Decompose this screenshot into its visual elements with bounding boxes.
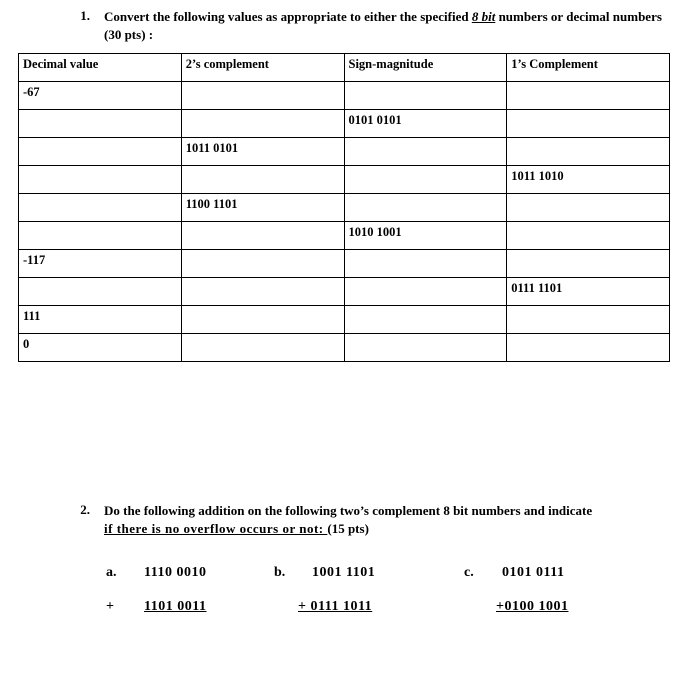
table-cell [181, 110, 344, 138]
page: 1. Convert the following values as appro… [0, 0, 686, 680]
table-cell [181, 250, 344, 278]
q2-text-line1: Do the following addition on the followi… [104, 503, 592, 518]
table-cell [19, 138, 182, 166]
table-header-row: Decimal value 2’s complement Sign-magnit… [19, 54, 670, 82]
q2-text-after: (15 pts) [327, 521, 369, 536]
table-cell: 0101 0101 [344, 110, 507, 138]
table-cell [507, 110, 670, 138]
table-cell: 111 [19, 306, 182, 334]
table-cell [181, 278, 344, 306]
table-cell [344, 250, 507, 278]
q1-text-underlined: 8 bit [472, 9, 495, 24]
plus-sign: + [106, 599, 130, 615]
addition-item-c-top: c. 0101 0111 [464, 565, 644, 581]
table-cell: -117 [19, 250, 182, 278]
table-cell [507, 306, 670, 334]
table-cell [181, 82, 344, 110]
table-cell [507, 138, 670, 166]
table-row: 0 [19, 334, 670, 362]
addition-label: a. [106, 565, 130, 581]
table-header: Sign-magnitude [344, 54, 507, 82]
table-row: 1011 1010 [19, 166, 670, 194]
addition-item-b-top: b. 1001 1101 [274, 565, 464, 581]
addition-label: c. [464, 565, 488, 581]
q1-number: 1. [18, 8, 104, 43]
table-cell [181, 166, 344, 194]
table-row: -67 [19, 82, 670, 110]
addition-value: + 0111 1011 [298, 599, 372, 615]
addition-bottom-val: 0100 1001 [504, 599, 568, 614]
table-row: 0101 0101 [19, 110, 670, 138]
table-row: 1010 1001 [19, 222, 670, 250]
table-cell: 1010 1001 [344, 222, 507, 250]
table-cell [507, 82, 670, 110]
table-cell: 1100 1101 [181, 194, 344, 222]
addition-value: +0100 1001 [496, 599, 568, 615]
addition-item-c-bottom: +0100 1001 [464, 599, 644, 615]
table-cell: 1011 1010 [507, 166, 670, 194]
table-header: 1’s Complement [507, 54, 670, 82]
table-cell [181, 306, 344, 334]
table-cell [507, 334, 670, 362]
table-row: -117 [19, 250, 670, 278]
q2-text: Do the following addition on the followi… [104, 502, 668, 537]
question-1: 1. Convert the following values as appro… [18, 8, 668, 43]
table-cell [181, 334, 344, 362]
table-cell [344, 278, 507, 306]
addition-bottom-val: 0111 1011 [310, 599, 372, 614]
table-cell [19, 166, 182, 194]
table-header: Decimal value [19, 54, 182, 82]
table-cell [344, 194, 507, 222]
table-cell [181, 222, 344, 250]
addition-top-row: a. 1110 0010 b. 1001 1101 c. 0101 0111 [18, 565, 668, 581]
table-cell [507, 194, 670, 222]
addition-item-a-top: a. 1110 0010 [106, 565, 274, 581]
addition-value: 1101 0011 [144, 599, 206, 615]
table-cell: 0111 1101 [507, 278, 670, 306]
q1-text: Convert the following values as appropri… [104, 8, 668, 43]
table-cell [507, 222, 670, 250]
addition-item-a-bottom: + 1101 0011 [106, 599, 274, 615]
plus-sign: + [298, 599, 310, 614]
question-2: 2. Do the following addition on the foll… [18, 502, 668, 537]
addition-item-b-bottom: + 0111 1011 [274, 599, 464, 615]
table-cell [19, 194, 182, 222]
table-cell: 1011 0101 [181, 138, 344, 166]
table-row: 1100 1101 [19, 194, 670, 222]
conversion-table: Decimal value 2’s complement Sign-magnit… [18, 53, 670, 362]
addition-bottom-row: + 1101 0011 + 0111 1011 +0100 1001 [18, 599, 668, 615]
q1-text-before: Convert the following values as appropri… [104, 9, 472, 24]
table-header: 2’s complement [181, 54, 344, 82]
table-cell [344, 138, 507, 166]
table-cell [344, 334, 507, 362]
table-row: 111 [19, 306, 670, 334]
q2-text-underlined: if there is no overflow occurs or not: [104, 521, 327, 536]
table-cell: -67 [19, 82, 182, 110]
table-cell [507, 250, 670, 278]
addition-value: 1001 1101 [312, 565, 375, 581]
table-cell [344, 82, 507, 110]
q2-number: 2. [18, 502, 104, 537]
table-row: 0111 1101 [19, 278, 670, 306]
table-cell [344, 166, 507, 194]
addition-label: b. [274, 565, 298, 581]
addition-value: 0101 0111 [502, 565, 564, 581]
addition-value: 1110 0010 [144, 565, 206, 581]
table-cell: 0 [19, 334, 182, 362]
table-cell [344, 306, 507, 334]
table-cell [19, 110, 182, 138]
table-cell [19, 278, 182, 306]
table-cell [19, 222, 182, 250]
table-row: 1011 0101 [19, 138, 670, 166]
